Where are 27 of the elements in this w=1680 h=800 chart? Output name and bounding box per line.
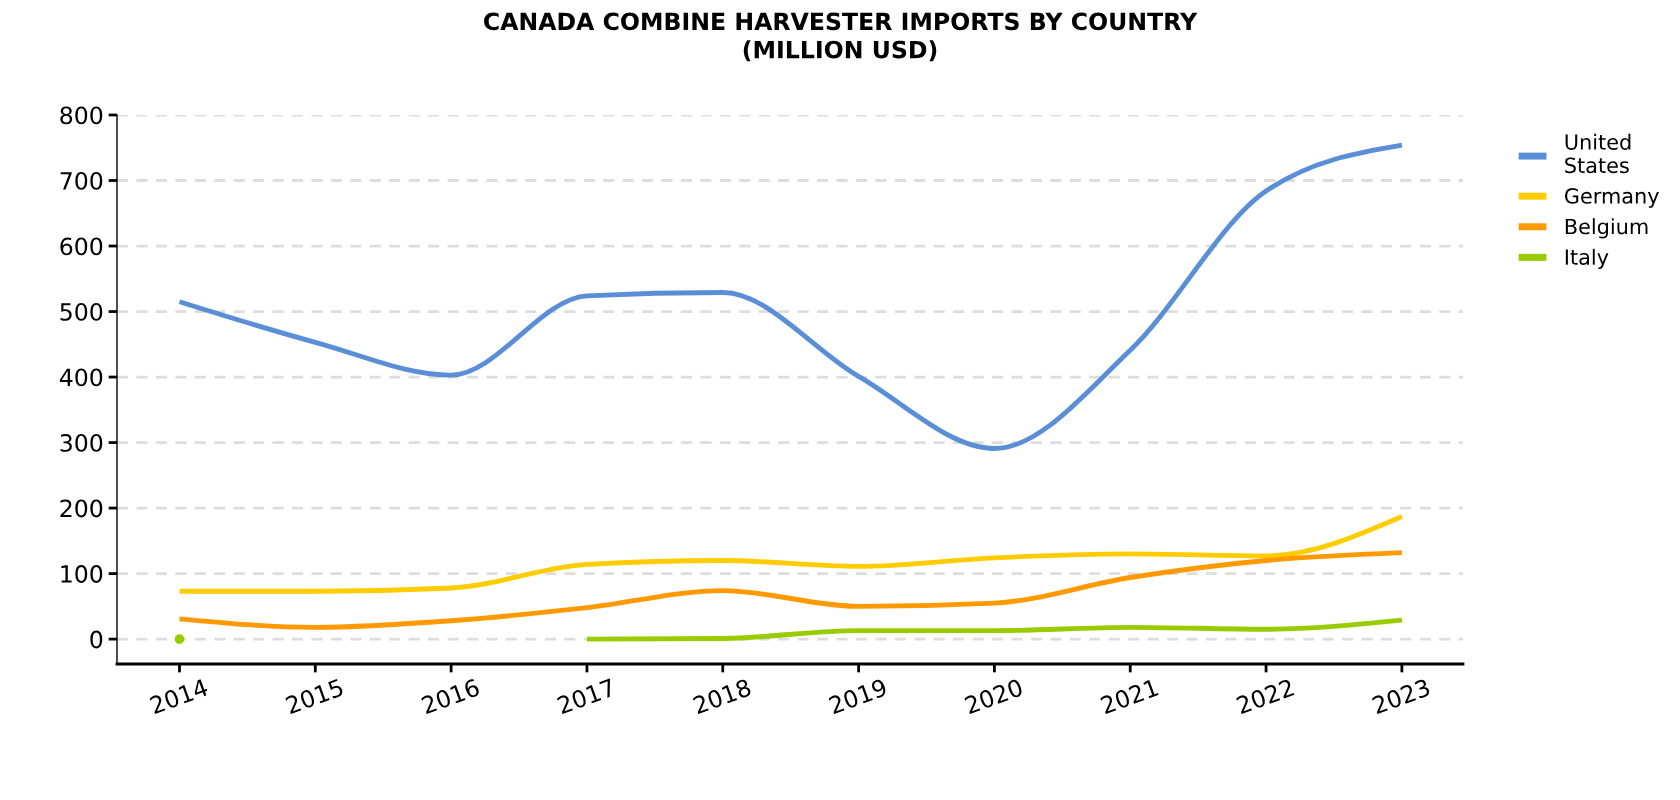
y-tick-label: 400 [59,368,103,387]
x-tick-label: 2020 [964,678,1024,715]
y-tick-label: 500 [60,302,103,321]
legend-label: Italy [1565,248,1609,269]
chart-title: CANADA COMBINE HARVESTER IMPORTS BY COUNTRY (MILLION USD) [484,12,1198,62]
x-tick-label: 2016 [420,678,481,715]
y-tick-label: 100 [61,565,103,583]
line-series [177,550,1405,630]
y-tick-label: 300 [60,434,103,452]
legend-label: Germany [1564,188,1659,208]
line-series [177,142,1405,451]
x-tick-label: 2014 [149,678,209,715]
legend-label: Belgium [1565,218,1648,239]
x-tick-label: 2022 [1235,678,1295,715]
y-tick-label: 800 [60,106,103,125]
y-tick-label: 0 [90,630,103,649]
legend-label: United States [1565,133,1631,174]
y-tick-label: 700 [60,171,103,190]
x-tick-label: 2023 [1371,678,1431,715]
y-tick-label: 200 [60,499,103,518]
x-tick-label: 2018 [692,678,752,715]
y-tick-label: 600 [60,237,103,256]
x-tick-label: 2019 [828,678,888,715]
x-tick-label: 2021 [1099,678,1159,715]
x-tick-label: 2015 [284,678,344,715]
x-tick-label: 2017 [556,678,616,715]
line-series [177,514,1405,594]
